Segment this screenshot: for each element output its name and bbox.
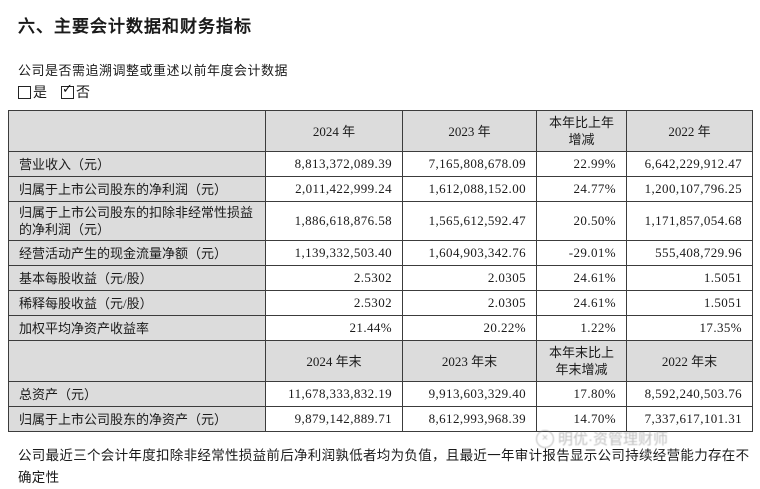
value-change: 1.22%: [536, 315, 627, 341]
table-row: 经营活动产生的现金流量净额（元） 1,139,332,503.40 1,604,…: [8, 240, 753, 266]
value-2022: 1,171,857,054.68: [626, 201, 753, 241]
table-row: 营业收入（元） 8,813,372,089.39 7,165,808,678.0…: [8, 151, 753, 177]
restate-question-text: 公司是否需追溯调整或重述以前年度会计数据: [18, 63, 289, 78]
row-label: 归属于上市公司股东的净资产（元）: [8, 406, 266, 432]
checkbox-yes-label: 是: [33, 86, 47, 101]
header-yoy-change: 本年比上年增减: [536, 110, 627, 152]
value-2024: 1,886,618,876.58: [265, 201, 403, 241]
value-2024: 2.5302: [265, 265, 403, 291]
value-2022: 1.5051: [626, 265, 753, 291]
checkbox-no[interactable]: ✓: [61, 81, 74, 99]
value-2023: 1,565,612,592.47: [402, 201, 537, 241]
value-2023: 7,165,808,678.09: [402, 151, 537, 177]
value-2023: 2.0305: [402, 265, 537, 291]
value-change: 24.77%: [536, 176, 627, 202]
page-title: 六、主要会计数据和财务指标: [18, 17, 252, 36]
value-2023: 1,604,903,342.76: [402, 240, 537, 266]
value-2023: 1,612,088,152.00: [402, 176, 537, 202]
table-row: 基本每股收益（元/股） 2.5302 2.0305 24.61% 1.5051: [8, 265, 753, 291]
value-change: 17.80%: [536, 381, 627, 407]
value-change: 20.50%: [536, 201, 627, 241]
row-label: 稀释每股收益（元/股）: [8, 290, 266, 316]
value-2023: 8,612,993,968.39: [402, 406, 537, 432]
restate-answer-row: 是 ✓ 否: [18, 82, 100, 102]
table-row: 归属于上市公司股东的净利润（元） 2,011,422,999.24 1,612,…: [8, 176, 753, 202]
value-2024: 9,879,142,889.71: [265, 406, 403, 432]
table-row: 稀释每股收益（元/股） 2.5302 2.0305 24.61% 1.5051: [8, 290, 753, 316]
header-2022-end: 2022 年末: [626, 340, 753, 382]
table-row: 归属于上市公司股东的扣除非经常性损益的净利润（元） 1,886,618,876.…: [8, 201, 753, 241]
footnote-text: 公司最近三个会计年度扣除非经常性损益前后净利润孰低者均为负值，且最近一年审计报告…: [18, 445, 750, 489]
header-2024: 2024 年: [265, 110, 403, 152]
table-row: 归属于上市公司股东的净资产（元） 9,879,142,889.71 8,612,…: [8, 406, 753, 432]
value-2022: 555,408,729.96: [626, 240, 753, 266]
value-2024: 2,011,422,999.24: [265, 176, 403, 202]
value-2022: 8,592,240,503.76: [626, 381, 753, 407]
header-2024-end: 2024 年末: [265, 340, 403, 382]
table-row: 加权平均净资产收益率 21.44% 20.22% 1.22% 17.35%: [8, 315, 753, 341]
row-label: 归属于上市公司股东的扣除非经常性损益的净利润（元）: [8, 201, 266, 241]
value-2022: 17.35%: [626, 315, 753, 341]
value-2023: 9,913,603,329.40: [402, 381, 537, 407]
checkbox-yes-group: 是: [18, 82, 47, 102]
table-header-row-section1: 2024 年 2023 年 本年比上年增减 2022 年: [8, 110, 753, 152]
row-label: 总资产（元）: [8, 381, 266, 407]
check-icon: ✓: [62, 81, 73, 97]
value-2024: 2.5302: [265, 290, 403, 316]
header-2022: 2022 年: [626, 110, 753, 152]
financial-indicators-table: 2024 年 2023 年 本年比上年增减 2022 年 营业收入（元） 8,8…: [8, 110, 753, 432]
header-yoy-end-change: 本年末比上年末增减: [536, 340, 627, 382]
value-2022: 1.5051: [626, 290, 753, 316]
value-2023: 20.22%: [402, 315, 537, 341]
value-2022: 7,337,617,101.31: [626, 406, 753, 432]
table-row: 总资产（元） 11,678,333,832.19 9,913,603,329.4…: [8, 381, 753, 407]
value-2024: 8,813,372,089.39: [265, 151, 403, 177]
row-label: 营业收入（元）: [8, 151, 266, 177]
value-change: 24.61%: [536, 290, 627, 316]
value-change: 22.99%: [536, 151, 627, 177]
value-2024: 11,678,333,832.19: [265, 381, 403, 407]
row-label: 归属于上市公司股东的净利润（元）: [8, 176, 266, 202]
header-blank-cell: [8, 110, 266, 152]
header-2023: 2023 年: [402, 110, 537, 152]
header-blank-cell: [8, 340, 266, 382]
footnote-line-2: 确定性: [18, 470, 60, 485]
value-change: 24.61%: [536, 265, 627, 291]
value-2024: 1,139,332,503.40: [265, 240, 403, 266]
checkbox-no-label: 否: [76, 86, 90, 101]
row-label: 基本每股收益（元/股）: [8, 265, 266, 291]
footnote-line-1: 公司最近三个会计年度扣除非经常性损益前后净利润孰低者均为负值，且最近一年审计报告…: [18, 448, 750, 463]
value-change: -29.01%: [536, 240, 627, 266]
row-label: 经营活动产生的现金流量净额（元）: [8, 240, 266, 266]
checkbox-no-group: ✓ 否: [61, 82, 90, 102]
value-2023: 2.0305: [402, 290, 537, 316]
row-label: 加权平均净资产收益率: [8, 315, 266, 341]
header-2023-end: 2023 年末: [402, 340, 537, 382]
value-change: 14.70%: [536, 406, 627, 432]
checkbox-yes[interactable]: [18, 85, 31, 99]
value-2022: 6,642,229,912.47: [626, 151, 753, 177]
value-2024: 21.44%: [265, 315, 403, 341]
value-2022: 1,200,107,796.25: [626, 176, 753, 202]
table-header-row-section2: 2024 年末 2023 年末 本年末比上年末增减 2022 年末: [8, 340, 753, 382]
